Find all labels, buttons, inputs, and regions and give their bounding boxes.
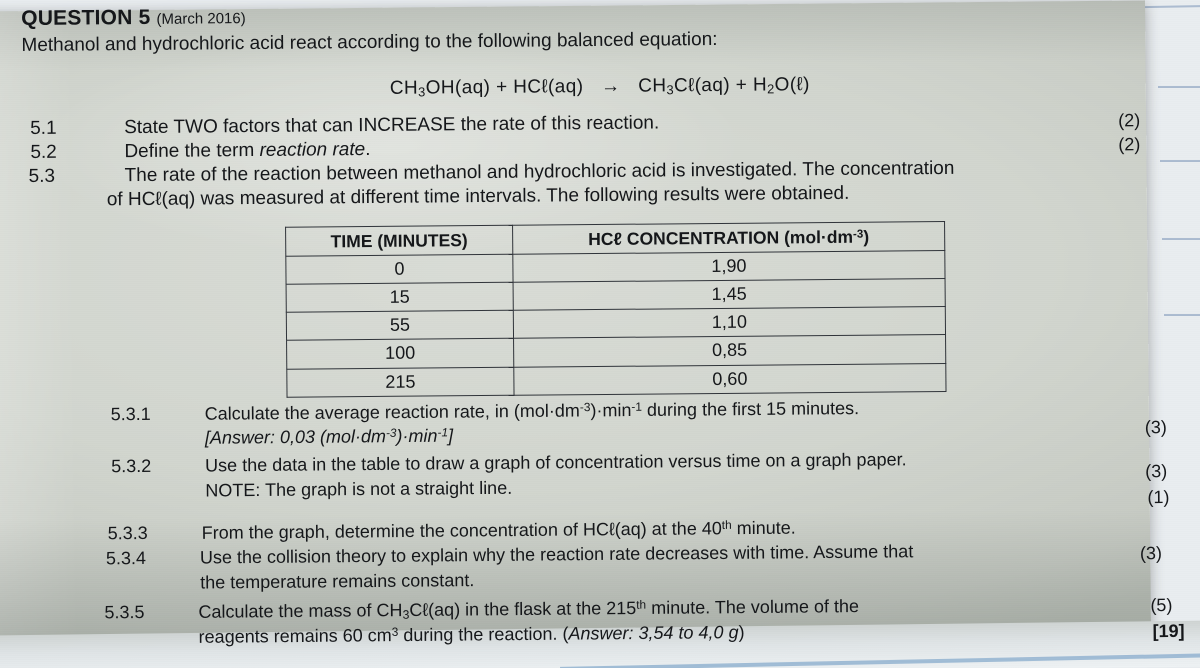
reaction-arrow-icon: → [600, 75, 621, 97]
question-number-5-3-2: 5.3.2 [111, 455, 152, 477]
q531-sup-2: -1 [631, 399, 643, 414]
q535-answer-italic: Answer: 3,54 to 4,0 g [568, 622, 739, 644]
cell-concentration: 0,85 [513, 334, 946, 367]
q535-ordinal-sup: th [636, 597, 647, 612]
question-text-5-3-4-line1: Use the collision theory to explain why … [199, 541, 914, 568]
cell-time: 100 [286, 338, 514, 369]
header-conc-prefix: HC [588, 228, 614, 250]
question-text-5-1: State TWO factors that can INCREASE the … [124, 112, 660, 139]
results-table: TIME (MINUTES) HCℓ CONCENTRATION (mol·dm… [285, 221, 947, 397]
question-text-5-3-5-line1: Calculate the mass of CH3Cℓ(aq) in the f… [198, 596, 859, 624]
cell-time: 15 [286, 282, 514, 313]
question-number-5-1: 5.1 [30, 117, 57, 139]
marks-5-2: (2) [1118, 134, 1141, 155]
q533-ordinal-sup: th [721, 517, 732, 532]
q533-part-a: From the graph, determine the concentrat… [201, 518, 722, 543]
marks-5-3-2: (3) [1145, 461, 1168, 482]
header-conc-sup: -3 [852, 228, 864, 241]
question-text-5-3-5-line2: reagents remains 60 cm3 during the react… [199, 622, 745, 648]
question-text-5-3-2-line1: Use the data in the table to draw a grap… [205, 449, 907, 476]
q533-part-b: minute. [731, 517, 796, 539]
question-number-5-3: 5.3 [28, 165, 56, 187]
question-number-5-3-4: 5.3.4 [105, 547, 147, 569]
marks-5-3-3: (1) [1147, 487, 1170, 508]
balanced-equation: CH3OH(aq) + HCℓ(aq) → CH3Cℓ(aq) + H2O(ℓ) [390, 74, 810, 100]
question-number-5-3-3: 5.3.3 [107, 522, 148, 544]
question-text-5-3-line2: of HCℓ(aq) was measured at different tim… [106, 182, 850, 211]
q531-answer-b: )·min [396, 425, 438, 447]
question-number-5-2: 5.2 [30, 141, 57, 163]
q531-answer-sup-2: -1 [437, 425, 449, 440]
equation-reactant-methanol: CH3OH(aq) + HCℓ(aq) [389, 76, 584, 100]
cell-concentration: 1,90 [512, 250, 946, 283]
q531-part-a: Calculate the average reaction rate, in … [204, 400, 580, 424]
question-heading-date: (March 2016) [156, 10, 246, 28]
q535-line2-b: during the reaction. ( [398, 623, 569, 646]
page-title: QUESTION 5 (March 2016) [21, 5, 246, 31]
cell-time: 215 [286, 366, 515, 397]
cell-concentration: 0,60 [513, 362, 947, 395]
q535-part-a: Calculate the mass of CH [198, 600, 403, 622]
header-conc-suffix: ) [863, 226, 870, 247]
cell-time: 0 [285, 254, 514, 285]
question-number-5-3-1: 5.3.1 [110, 403, 151, 425]
q535-line2-a: reagents remains 60 cm [198, 625, 392, 647]
marks-5-3-5: (5) [1150, 595, 1173, 616]
q531-sup-1: -3 [579, 400, 591, 415]
question-5-2-prefix: Define the term [124, 139, 260, 163]
question-text-5-3-1-answer: [Answer: 0,03 (mol·dm-3)·min-1] [205, 425, 453, 449]
q531-answer-sup-1: -3 [385, 425, 397, 440]
question-5-2-term: reaction rate [259, 139, 366, 161]
q531-part-b: )·min [590, 400, 632, 421]
marks-5-1: (2) [1118, 110, 1141, 131]
q531-part-c: during the first 15 minutes. [641, 398, 860, 420]
q535-line2-c: ) [738, 622, 745, 643]
cell-concentration: 1,10 [513, 306, 946, 339]
table-header-concentration: HCℓ CONCENTRATION (mol·dm-3) [512, 221, 945, 255]
marks-5-3-4: (3) [1139, 543, 1163, 564]
question-text-5-3-4-line2: the temperature remains constant. [200, 570, 475, 593]
question-text-5-2: Define the term reaction rate. [124, 139, 370, 163]
q531-answer-a: [Answer: 0,03 (mol·dm [204, 426, 387, 448]
question-heading-text: QUESTION 5 [21, 5, 151, 31]
total-marks: [19] [1152, 620, 1185, 642]
question-text-5-3-1-line1: Calculate the average reaction rate, in … [205, 398, 860, 425]
question-5-2-suffix: . [365, 138, 371, 161]
question-text-5-3-2-line2: NOTE: The graph is not a straight line. [205, 477, 513, 501]
header-conc-mid: CONCENTRATION (mol·dm [621, 226, 854, 249]
q535-part-b: Cℓ(aq) in the flask at the 215 [409, 598, 637, 621]
question-text-5-3-3: From the graph, determine the concentrat… [202, 517, 796, 544]
table-row: 215 0,60 [286, 362, 947, 397]
question-number-5-3-5: 5.3.5 [104, 601, 145, 623]
table-header-time: TIME (MINUTES) [285, 225, 513, 257]
equation-product-chloromethane: CH3Cℓ(aq) + H2O(ℓ) [638, 74, 810, 98]
cell-time: 55 [286, 310, 514, 341]
q531-answer-c: ] [447, 425, 454, 446]
cell-concentration: 1,45 [513, 278, 946, 311]
q535-part-c: minute. The volume of the [646, 596, 860, 618]
intro-paragraph: Methanol and hydrochloric acid react acc… [21, 28, 718, 57]
marks-5-3-1: (3) [1144, 417, 1167, 438]
